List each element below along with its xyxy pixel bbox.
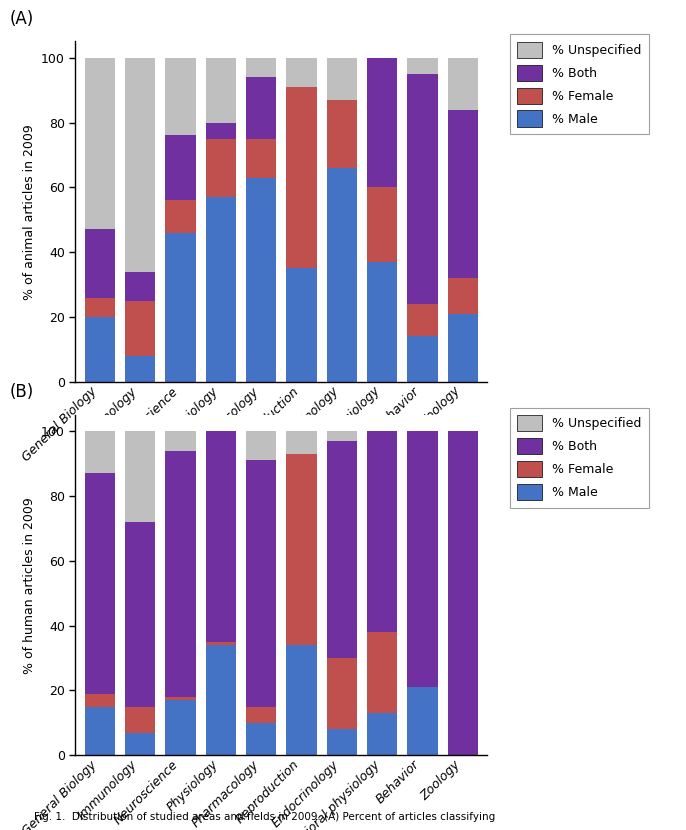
Bar (246, 58, 276, 77)
Bar (84, 317, 115, 382)
Bar (125, 432, 155, 522)
Bar (125, 522, 155, 706)
Bar (407, 687, 438, 755)
Bar (367, 632, 397, 713)
Bar (246, 178, 276, 382)
Bar (84, 694, 115, 706)
Bar (84, 706, 115, 755)
Bar (246, 432, 276, 461)
Bar (286, 645, 316, 755)
Bar (125, 356, 155, 382)
Bar (84, 432, 115, 473)
Bar (84, 229, 115, 297)
Bar (367, 58, 397, 188)
Bar (125, 58, 155, 271)
Bar (448, 110, 478, 278)
Bar (367, 432, 397, 632)
Bar (448, 58, 478, 110)
Bar (327, 100, 357, 168)
Bar (448, 314, 478, 382)
Bar (206, 123, 236, 139)
Bar (125, 300, 155, 356)
Bar (367, 188, 397, 262)
Bar (448, 432, 478, 755)
Legend: % Unspecified, % Both, % Female, % Male: % Unspecified, % Both, % Female, % Male (510, 408, 649, 507)
Bar (327, 730, 357, 755)
Text: (A): (A) (10, 10, 34, 28)
Bar (327, 658, 357, 730)
Bar (246, 139, 276, 178)
Bar (286, 432, 316, 454)
Bar (206, 139, 236, 197)
Bar (84, 473, 115, 694)
Y-axis label: % of animal articles in 2009: % of animal articles in 2009 (23, 124, 36, 300)
Bar (206, 645, 236, 755)
Bar (246, 461, 276, 706)
Bar (327, 58, 357, 100)
Bar (206, 642, 236, 645)
Text: (B): (B) (10, 383, 34, 402)
Bar (125, 733, 155, 755)
Bar (125, 706, 155, 733)
Bar (286, 268, 316, 382)
Bar (407, 74, 438, 304)
Bar (327, 441, 357, 658)
Bar (125, 271, 155, 300)
Bar (327, 432, 357, 441)
Bar (165, 451, 196, 697)
Bar (448, 278, 478, 314)
Bar (165, 135, 196, 200)
Bar (246, 77, 276, 139)
Bar (206, 58, 236, 123)
Bar (286, 454, 316, 645)
Bar (407, 336, 438, 382)
Bar (206, 197, 236, 382)
Bar (286, 58, 316, 87)
Bar (407, 304, 438, 336)
Bar (327, 168, 357, 382)
Bar (246, 706, 276, 723)
Bar (367, 713, 397, 755)
Bar (165, 432, 196, 451)
Bar (165, 58, 196, 135)
Bar (286, 87, 316, 268)
Bar (246, 723, 276, 755)
Bar (165, 701, 196, 755)
Bar (407, 432, 438, 687)
Bar (84, 58, 115, 229)
Bar (165, 232, 196, 382)
Bar (84, 297, 115, 317)
Bar (206, 432, 236, 642)
Text: Fig. 1.  Distribution of studied areas and fields in 2009. (A) Percent of articl: Fig. 1. Distribution of studied areas an… (34, 812, 495, 822)
Bar (165, 697, 196, 701)
Y-axis label: % of human articles in 2009: % of human articles in 2009 (23, 497, 36, 673)
Legend: % Unspecified, % Both, % Female, % Male: % Unspecified, % Both, % Female, % Male (510, 34, 649, 134)
Bar (165, 200, 196, 232)
Bar (367, 262, 397, 382)
Bar (407, 58, 438, 74)
